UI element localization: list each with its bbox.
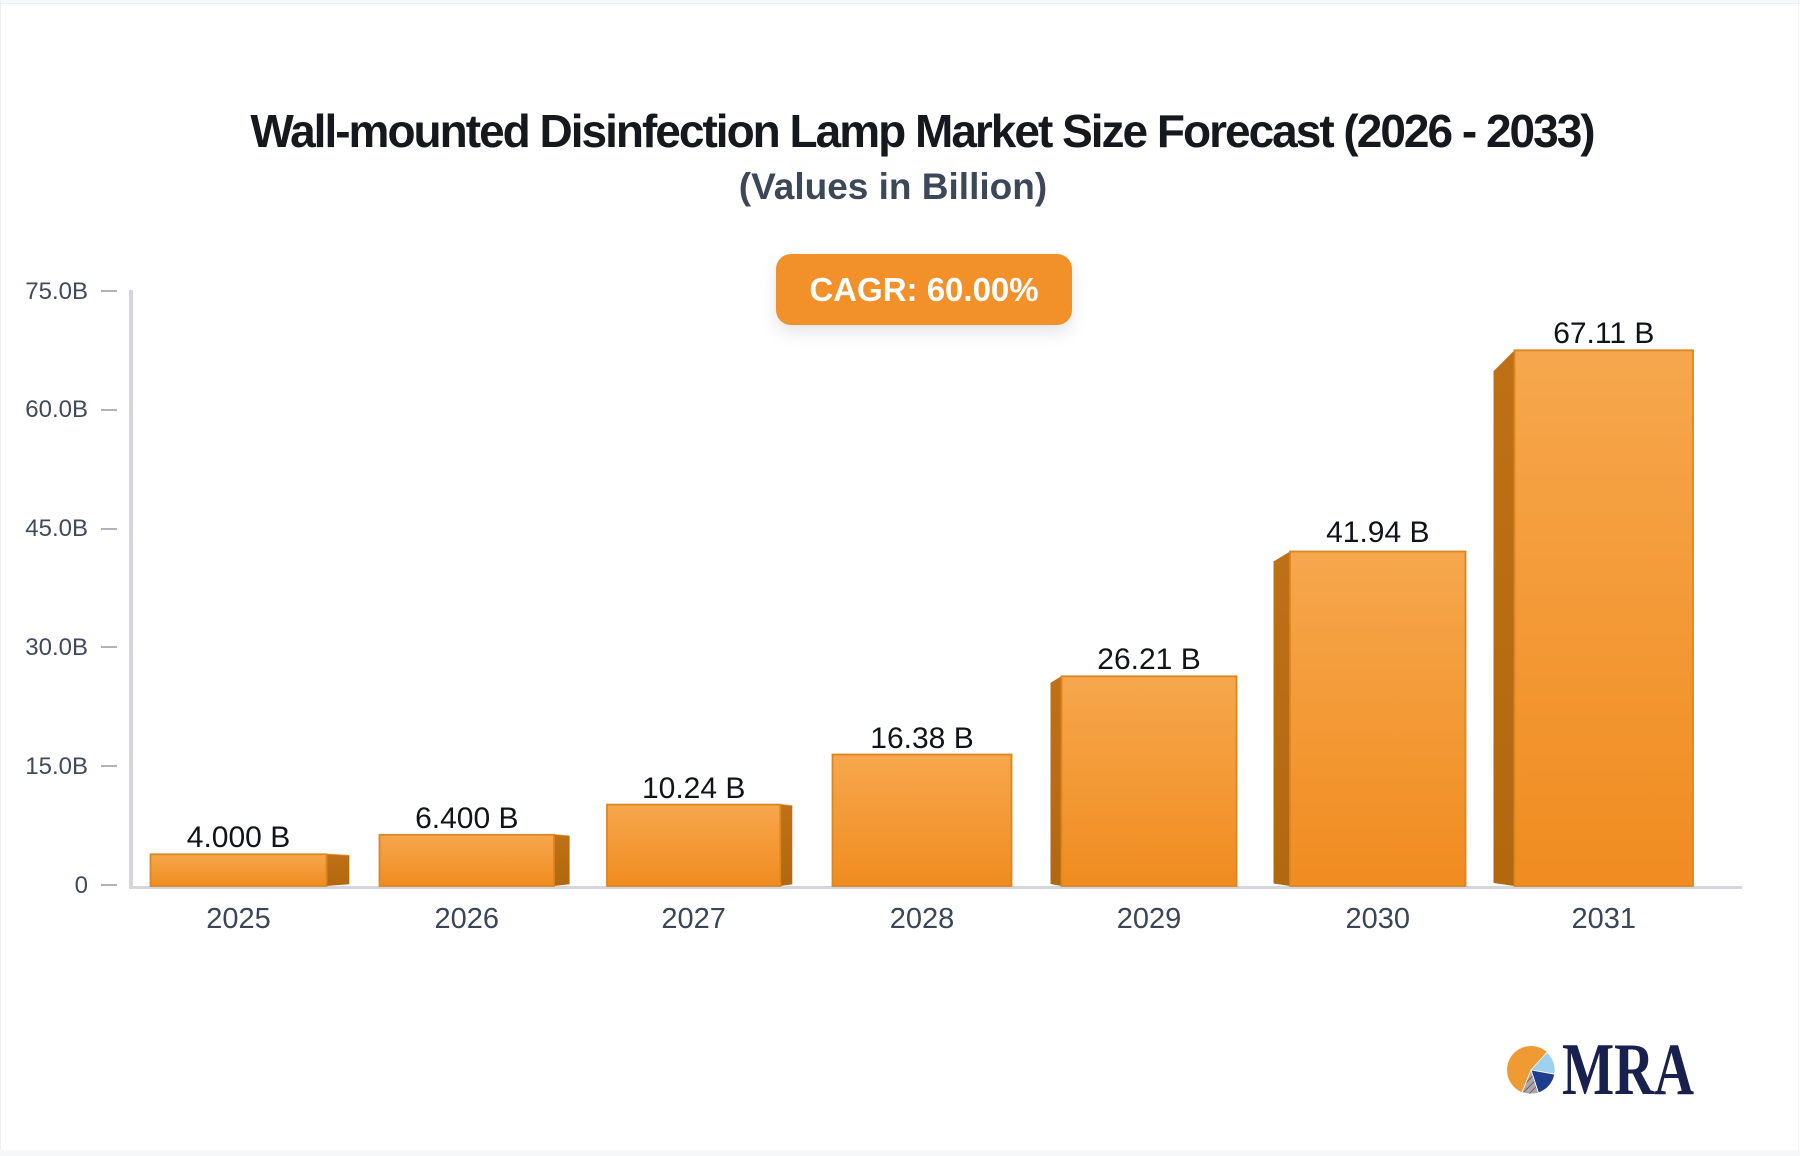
svg-text:MRA: MRA: [1562, 1040, 1694, 1111]
